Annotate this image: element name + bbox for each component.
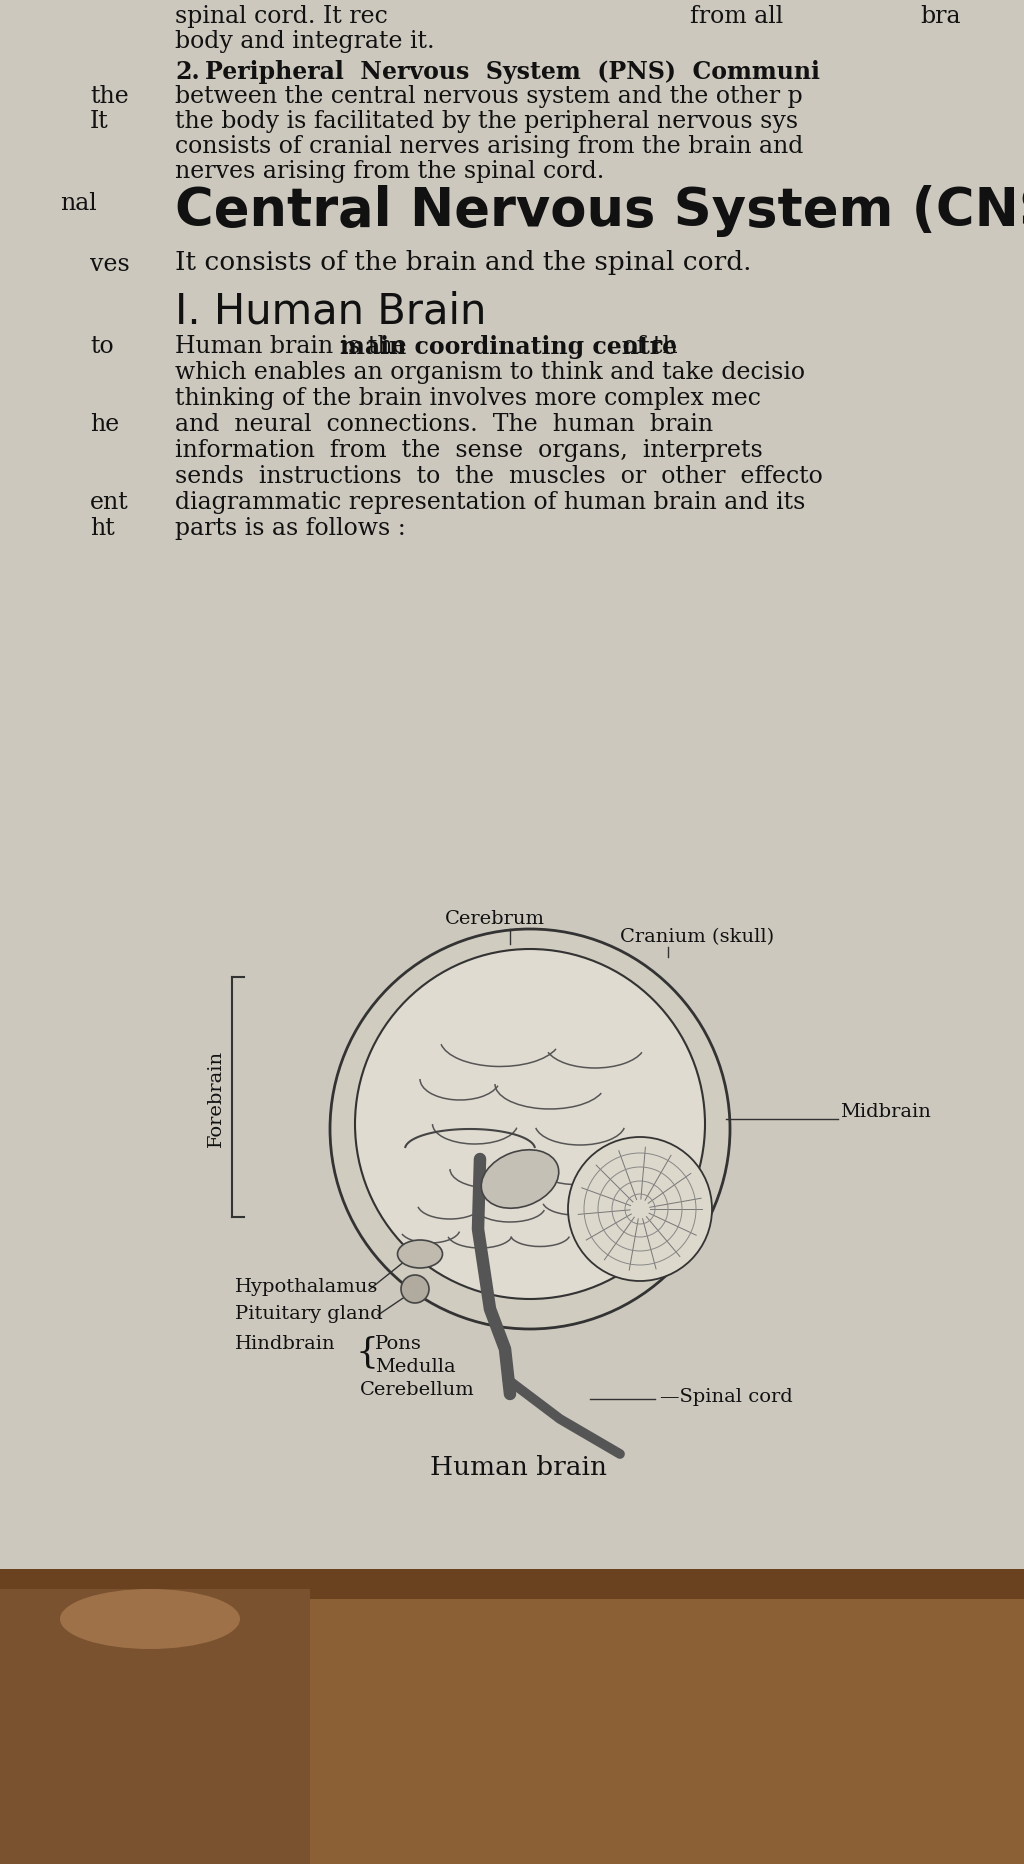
Ellipse shape bbox=[397, 1240, 442, 1268]
Text: and  neural  connections.  The  human  brain: and neural connections. The human brain bbox=[175, 412, 713, 436]
Text: diagrammatic representation of human brain and its: diagrammatic representation of human bra… bbox=[175, 490, 805, 514]
FancyBboxPatch shape bbox=[310, 1599, 1024, 1864]
Circle shape bbox=[331, 930, 729, 1329]
Circle shape bbox=[356, 951, 705, 1299]
Text: Forebrain: Forebrain bbox=[207, 1049, 225, 1146]
Text: Human brain is the: Human brain is the bbox=[175, 336, 414, 358]
Text: Central Nervous System (CNS): Central Nervous System (CNS) bbox=[175, 185, 1024, 237]
Text: spinal cord. It rec: spinal cord. It rec bbox=[175, 6, 388, 28]
Text: nal: nal bbox=[60, 192, 96, 214]
Text: Cerebellum: Cerebellum bbox=[360, 1379, 475, 1398]
Text: the body is facilitated by the peripheral nervous sys: the body is facilitated by the periphera… bbox=[175, 110, 798, 132]
Text: Hypothalamus: Hypothalamus bbox=[234, 1277, 379, 1295]
Text: parts is as follows :: parts is as follows : bbox=[175, 516, 406, 541]
Circle shape bbox=[568, 1137, 712, 1281]
Text: Pituitary gland: Pituitary gland bbox=[234, 1305, 383, 1322]
FancyBboxPatch shape bbox=[0, 1569, 1024, 1864]
Text: which enables an organism to think and take decisio: which enables an organism to think and t… bbox=[175, 362, 805, 384]
Text: ves: ves bbox=[90, 254, 130, 276]
Text: Cranium (skull): Cranium (skull) bbox=[620, 928, 774, 945]
Text: Pons: Pons bbox=[375, 1335, 422, 1351]
Ellipse shape bbox=[60, 1590, 240, 1650]
Ellipse shape bbox=[481, 1150, 559, 1208]
Text: main coordinating centre: main coordinating centre bbox=[340, 336, 677, 358]
Text: 2.: 2. bbox=[175, 60, 200, 84]
Text: {: { bbox=[355, 1335, 378, 1368]
Text: Cerebrum: Cerebrum bbox=[445, 910, 545, 928]
Text: nerves arising from the spinal cord.: nerves arising from the spinal cord. bbox=[175, 160, 604, 183]
Text: consists of cranial nerves arising from the brain and: consists of cranial nerves arising from … bbox=[175, 134, 804, 158]
Text: ht: ht bbox=[90, 516, 115, 541]
Text: information  from  the  sense  organs,  interprets: information from the sense organs, inter… bbox=[175, 438, 763, 462]
Text: Human brain: Human brain bbox=[430, 1454, 607, 1480]
Text: body and integrate it.: body and integrate it. bbox=[175, 30, 434, 52]
Text: from all: from all bbox=[690, 6, 783, 28]
Text: to: to bbox=[90, 336, 114, 358]
Text: thinking of the brain involves more complex mec: thinking of the brain involves more comp… bbox=[175, 388, 761, 410]
Text: Midbrain: Midbrain bbox=[840, 1102, 931, 1120]
Text: bra: bra bbox=[920, 6, 961, 28]
Text: the: the bbox=[90, 86, 129, 108]
FancyBboxPatch shape bbox=[0, 1590, 310, 1864]
Text: It consists of the brain and the spinal cord.: It consists of the brain and the spinal … bbox=[175, 250, 752, 274]
Text: he: he bbox=[90, 412, 119, 436]
Text: of th: of th bbox=[615, 336, 678, 358]
Text: Hindbrain: Hindbrain bbox=[234, 1335, 336, 1351]
Text: ent: ent bbox=[90, 490, 129, 514]
Text: —Spinal cord: —Spinal cord bbox=[660, 1387, 793, 1405]
Text: Peripheral  Nervous  System  (PNS)  Communi: Peripheral Nervous System (PNS) Communi bbox=[205, 60, 820, 84]
Text: I. Human Brain: I. Human Brain bbox=[175, 289, 486, 332]
Text: Medulla: Medulla bbox=[375, 1357, 456, 1376]
Text: between the central nervous system and the other p: between the central nervous system and t… bbox=[175, 86, 803, 108]
Text: sends  instructions  to  the  muscles  or  other  effecto: sends instructions to the muscles or oth… bbox=[175, 464, 822, 488]
Circle shape bbox=[401, 1275, 429, 1303]
Text: It: It bbox=[90, 110, 109, 132]
